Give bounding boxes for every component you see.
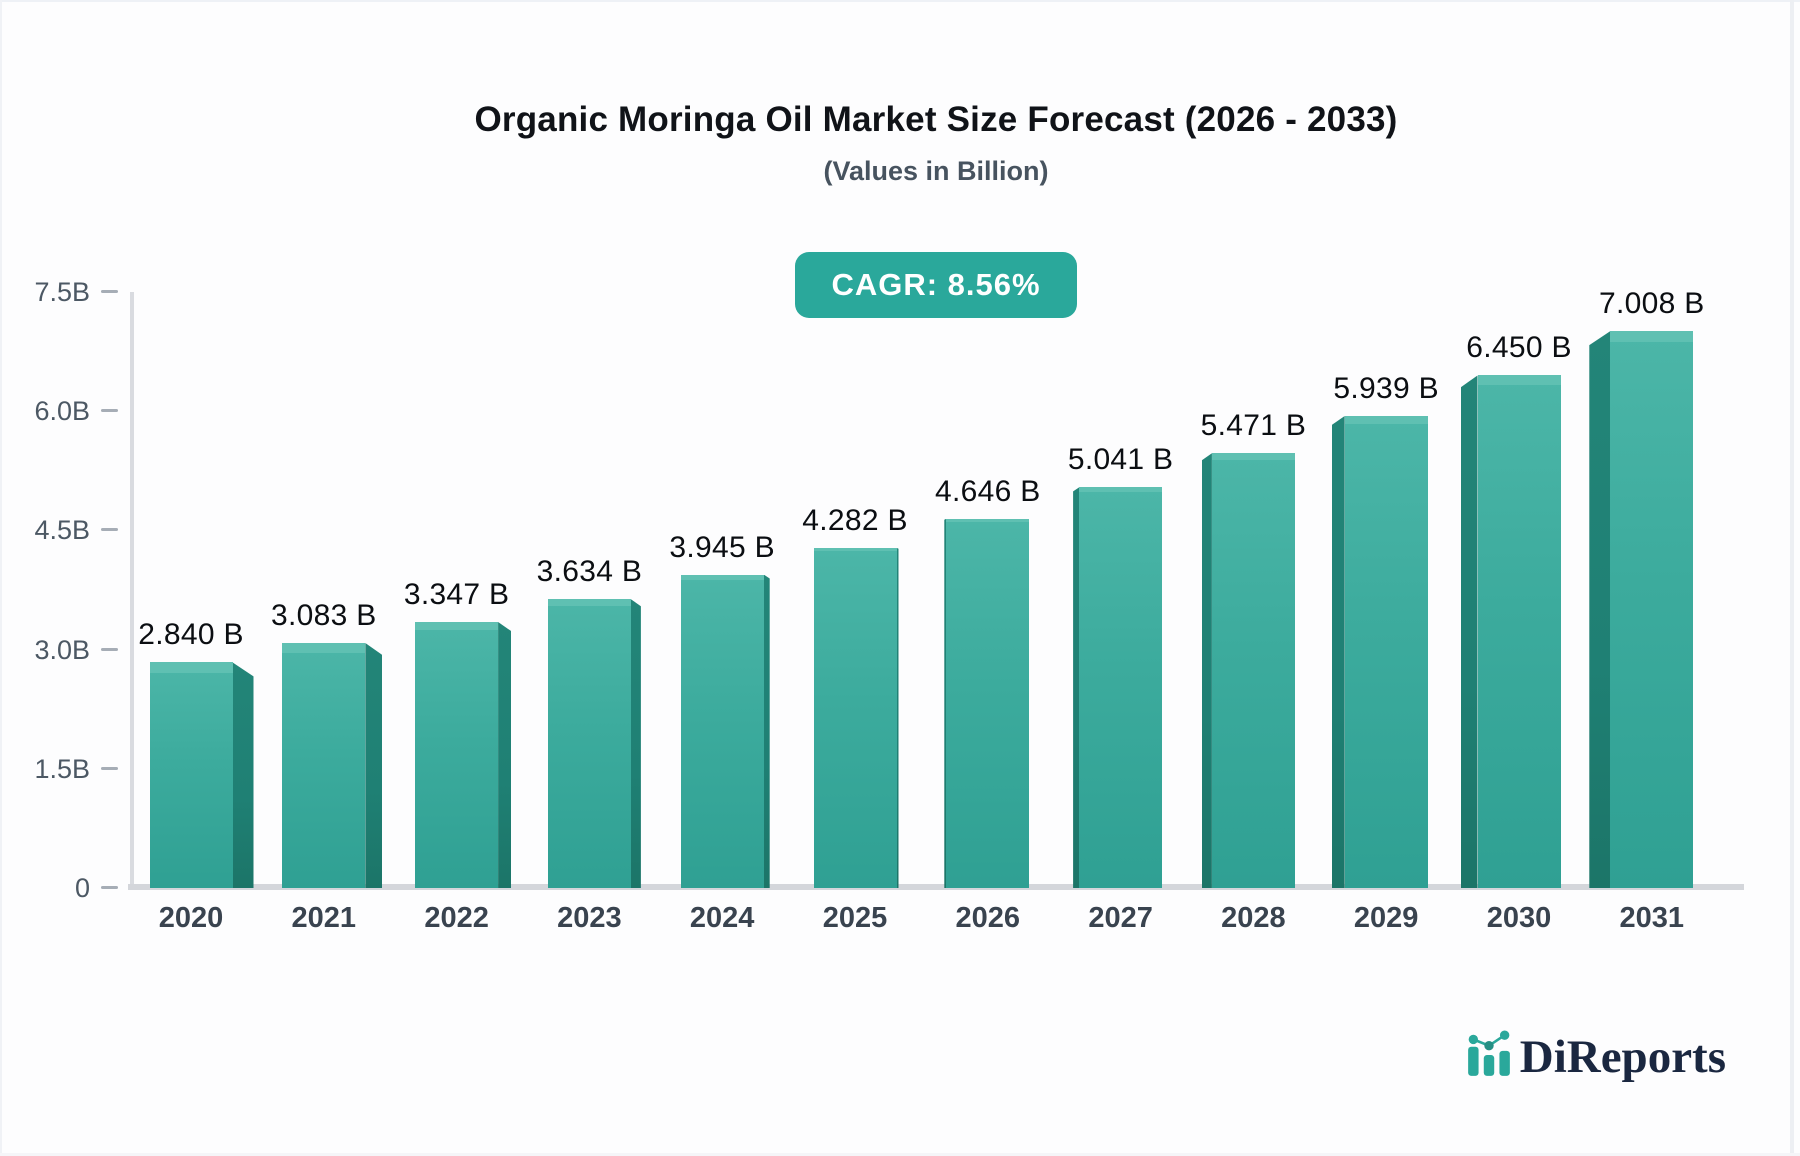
bar-top-face-2022 bbox=[415, 622, 499, 631]
x-tick-2022: 2022 bbox=[424, 902, 489, 934]
brand-logo: DiReports bbox=[1466, 1030, 1726, 1081]
bar-2024 bbox=[680, 574, 764, 888]
bar-side-2029 bbox=[1331, 416, 1345, 888]
y-tick-7.5B: 7.5B bbox=[34, 277, 90, 307]
x-tick-2023: 2023 bbox=[557, 902, 622, 934]
bar-side-2022 bbox=[498, 622, 512, 888]
y-axis-line bbox=[130, 292, 134, 888]
bar-side-2028 bbox=[1201, 453, 1212, 888]
bar-side-2024 bbox=[763, 574, 770, 888]
y-tick-mark-7.5B bbox=[101, 290, 118, 293]
x-tick-2026: 2026 bbox=[955, 902, 1021, 934]
y-tick-1.5B: 1.5B bbox=[34, 753, 90, 784]
x-tick-2024: 2024 bbox=[689, 902, 755, 934]
bar-side-2027 bbox=[1073, 487, 1080, 888]
y-tick-0: 0 bbox=[74, 873, 90, 903]
bar-2028 bbox=[1211, 453, 1295, 888]
y-tick-4.5B: 4.5B bbox=[34, 515, 90, 546]
bar-side-2021 bbox=[365, 643, 383, 888]
page-top-edge bbox=[0, 0, 1800, 2]
x-tick-2028: 2028 bbox=[1221, 902, 1286, 934]
bar-side-2025 bbox=[896, 547, 899, 888]
y-tick-mark-6.0B bbox=[101, 409, 118, 413]
x-tick-2029: 2029 bbox=[1353, 902, 1419, 934]
bar-value-2020: 2.840 B bbox=[138, 618, 244, 652]
bar-2020 bbox=[149, 662, 233, 888]
y-tick-mark-3.0B bbox=[101, 647, 118, 651]
chart-header: Organic Moringa Oil Market Size Forecast… bbox=[130, 100, 1742, 187]
x-tick-2025: 2025 bbox=[822, 902, 888, 934]
bar-value-2026: 4.646 B bbox=[935, 474, 1041, 508]
bar-top-face-2021 bbox=[282, 643, 366, 653]
y-tick-mark-0 bbox=[101, 886, 118, 889]
x-tick-2020: 2020 bbox=[158, 902, 224, 934]
bar-2023 bbox=[547, 599, 631, 888]
bar-side-2023 bbox=[630, 599, 641, 888]
bar-value-2021: 3.083 B bbox=[271, 599, 377, 632]
bar-top-face-2027 bbox=[1079, 487, 1163, 493]
bar-2027 bbox=[1079, 487, 1163, 888]
bar-top-face-2020 bbox=[149, 662, 233, 674]
x-tick-2030: 2030 bbox=[1486, 902, 1552, 934]
bar-value-2031: 7.008 B bbox=[1599, 287, 1705, 321]
bar-2021 bbox=[282, 643, 366, 888]
bar-side-2026 bbox=[944, 518, 947, 888]
bar-value-2023: 3.634 B bbox=[536, 555, 643, 589]
bar-2031 bbox=[1610, 331, 1694, 888]
bar-value-2024: 3.945 B bbox=[669, 530, 775, 564]
x-axis-line bbox=[128, 884, 1744, 890]
y-tick-6.0B: 6.0B bbox=[34, 396, 90, 427]
y-tick-3.0B: 3.0B bbox=[34, 634, 90, 665]
bar-value-2029: 5.939 B bbox=[1333, 372, 1439, 406]
bar-top-face-2026 bbox=[946, 518, 1030, 522]
bar-top-face-2028 bbox=[1211, 453, 1295, 461]
x-tick-2027: 2027 bbox=[1088, 902, 1153, 934]
bar-2026 bbox=[946, 518, 1030, 888]
y-tick-mark-4.5B bbox=[101, 528, 118, 532]
bar-side-2020 bbox=[232, 662, 254, 888]
bar-value-2028: 5.471 B bbox=[1200, 409, 1307, 443]
bar-value-2022: 3.347 B bbox=[403, 578, 510, 612]
page-left-edge bbox=[0, 0, 2, 1156]
mini-bar-chart-icon bbox=[1467, 1030, 1510, 1076]
bar-2022 bbox=[415, 622, 499, 888]
bar-top-face-2029 bbox=[1344, 416, 1428, 425]
x-tick-2031: 2031 bbox=[1619, 902, 1685, 934]
page-right-edge bbox=[1790, 0, 1794, 1156]
bar-2029 bbox=[1344, 416, 1428, 888]
bar-side-2030 bbox=[1460, 375, 1478, 888]
y-tick-mark-1.5B bbox=[101, 766, 118, 770]
bar-top-face-2031 bbox=[1610, 331, 1694, 343]
brand-logo-text: DiReports bbox=[1519, 1031, 1726, 1083]
bar-value-2025: 4.282 B bbox=[802, 503, 908, 537]
x-tick-2021: 2021 bbox=[291, 902, 357, 934]
bar-top-face-2025 bbox=[813, 547, 897, 551]
bar-value-2027: 5.041 B bbox=[1067, 443, 1174, 477]
page-bottom-edge bbox=[0, 1153, 1800, 1156]
bar-2030 bbox=[1477, 375, 1561, 888]
chart-title: Organic Moringa Oil Market Size Forecast… bbox=[474, 100, 1398, 139]
cagr-badge: CAGR: 8.56% bbox=[795, 252, 1077, 318]
bar-top-face-2030 bbox=[1477, 375, 1561, 386]
bar-value-2030: 6.450 B bbox=[1466, 331, 1572, 365]
cagr-badge-wrap: CAGR: 8.56% bbox=[130, 252, 1742, 318]
chart-subtitle: (Values in Billion) bbox=[823, 156, 1049, 186]
bar-2025 bbox=[813, 547, 897, 888]
bar-top-face-2024 bbox=[680, 574, 764, 580]
bar-top-face-2023 bbox=[547, 599, 631, 607]
bar-side-2031 bbox=[1589, 331, 1611, 888]
